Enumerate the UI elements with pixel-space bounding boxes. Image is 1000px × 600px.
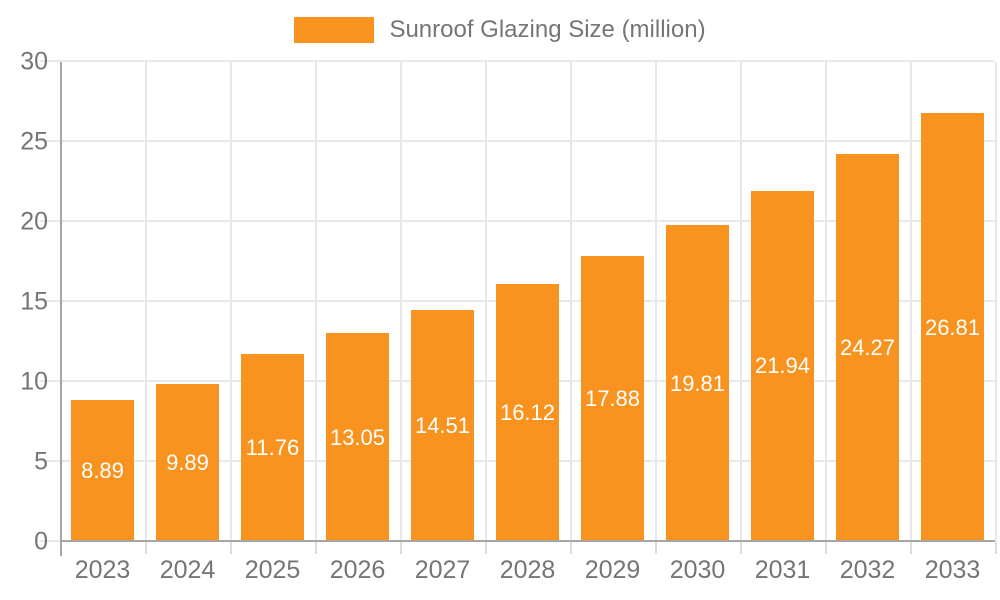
bar-value-label: 19.81 [669, 370, 726, 396]
x-axis-tick-label: 2028 [499, 556, 556, 584]
y-axis-tick-label: 30 [20, 47, 48, 76]
chart-legend: Sunroof Glazing Size (million) [0, 16, 1000, 44]
gridline-v [485, 62, 487, 542]
x-axis-tick-label: 2027 [414, 556, 471, 584]
y-axis-tick-label: 5 [34, 447, 48, 476]
gridline-v [995, 62, 997, 542]
x-axis-tick-mark [655, 542, 657, 554]
legend-label: Sunroof Glazing Size (million) [389, 16, 706, 43]
y-axis-tick-label: 20 [20, 207, 48, 236]
bar[interactable]: 19.81 [666, 225, 729, 542]
x-axis-tick-mark [570, 542, 572, 554]
gridline-v [145, 62, 147, 542]
y-axis-line [60, 62, 62, 556]
gridline-v [825, 62, 827, 542]
gridline-v [315, 62, 317, 542]
bar-value-label: 17.88 [584, 385, 641, 411]
bar[interactable]: 8.89 [71, 399, 134, 542]
y-axis-tick-label: 15 [20, 287, 48, 316]
gridline-v [910, 62, 912, 542]
gridline-h [40, 140, 995, 142]
bar[interactable]: 16.12 [496, 284, 559, 542]
gridline-v [655, 62, 657, 542]
gridline-v [740, 62, 742, 542]
x-axis-tick-mark [910, 542, 912, 554]
bar[interactable]: 13.05 [326, 333, 389, 542]
gridline-h [40, 220, 995, 223]
gridline-v [400, 62, 402, 542]
bar-value-label: 13.05 [329, 424, 386, 450]
legend-swatch [294, 17, 375, 43]
bar[interactable]: 14.51 [411, 309, 474, 542]
bar-value-label: 16.12 [499, 400, 556, 426]
x-axis-tick-mark [740, 542, 742, 554]
x-axis-tick-label: 2026 [329, 556, 386, 584]
x-axis-tick-mark [400, 542, 402, 554]
bar[interactable]: 11.76 [241, 353, 304, 542]
bar[interactable]: 9.89 [156, 383, 219, 542]
x-axis-tick-label: 2024 [159, 556, 216, 584]
legend-item[interactable]: Sunroof Glazing Size (million) [294, 16, 706, 44]
x-axis-tick-label: 2030 [669, 556, 726, 584]
bar-value-label: 24.27 [839, 334, 896, 360]
bar-value-label: 14.51 [414, 412, 471, 438]
bar-value-label: 21.94 [754, 353, 811, 379]
x-axis-tick-mark [145, 542, 147, 554]
bar[interactable]: 21.94 [751, 190, 814, 542]
bar-value-label: 26.81 [924, 314, 981, 340]
x-axis-tick-mark [315, 542, 317, 554]
gridline-v [230, 62, 232, 542]
plot-area: 8.89 9.89 11.76 13.05 14.51 16.12 17.88 19.81 21… [20, 48, 997, 584]
x-axis-tick-mark [230, 542, 232, 554]
x-axis-tick-label: 2033 [924, 556, 981, 584]
y-axis-tick-label: 0 [34, 527, 48, 556]
bar-value-label: 8.89 [81, 457, 124, 483]
x-axis-line [60, 540, 995, 542]
x-axis-tick-mark [995, 542, 997, 554]
bar[interactable]: 17.88 [581, 255, 644, 542]
x-axis-tick-mark [485, 542, 487, 554]
x-axis-tick-label: 2025 [244, 556, 301, 584]
bar[interactable]: 26.81 [921, 113, 984, 542]
bar-value-label: 9.89 [166, 449, 209, 475]
x-axis-tick-mark [825, 542, 827, 554]
bar-value-label: 11.76 [245, 434, 300, 460]
gridline-v [570, 62, 572, 542]
x-axis-tick-label: 2029 [584, 556, 641, 584]
gridline-h [40, 60, 995, 62]
bar[interactable]: 24.27 [836, 153, 899, 542]
y-axis-tick-label: 25 [20, 127, 48, 156]
x-axis-tick-label: 2023 [74, 556, 131, 584]
x-axis-tick-label: 2032 [839, 556, 896, 584]
y-axis-tick-label: 10 [20, 367, 48, 396]
x-axis-tick-label: 2031 [754, 556, 811, 584]
